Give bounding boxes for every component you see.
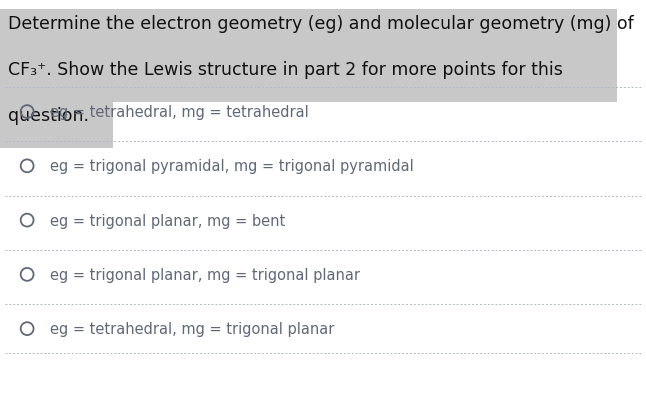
Bar <box>0 56 617 102</box>
Text: eg = tetrahedral, mg = trigonal planar: eg = tetrahedral, mg = trigonal planar <box>50 321 335 336</box>
Text: Determine the electron geometry (eg) and molecular geometry (mg) of: Determine the electron geometry (eg) and… <box>8 15 634 33</box>
Text: question.: question. <box>8 107 89 125</box>
Text: eg = trigonal pyramidal, mg = trigonal pyramidal: eg = trigonal pyramidal, mg = trigonal p… <box>50 159 414 174</box>
Text: eg = trigonal planar, mg = bent: eg = trigonal planar, mg = bent <box>50 213 286 228</box>
Text: eg = tetrahedral, mg = tetrahedral: eg = tetrahedral, mg = tetrahedral <box>50 105 309 120</box>
Text: CF₃⁺. Show the Lewis structure in part 2 for more points for this: CF₃⁺. Show the Lewis structure in part 2… <box>8 61 563 79</box>
Bar <box>0 10 617 56</box>
Text: eg = trigonal planar, mg = trigonal planar: eg = trigonal planar, mg = trigonal plan… <box>50 267 360 282</box>
Bar <box>0 102 113 148</box>
